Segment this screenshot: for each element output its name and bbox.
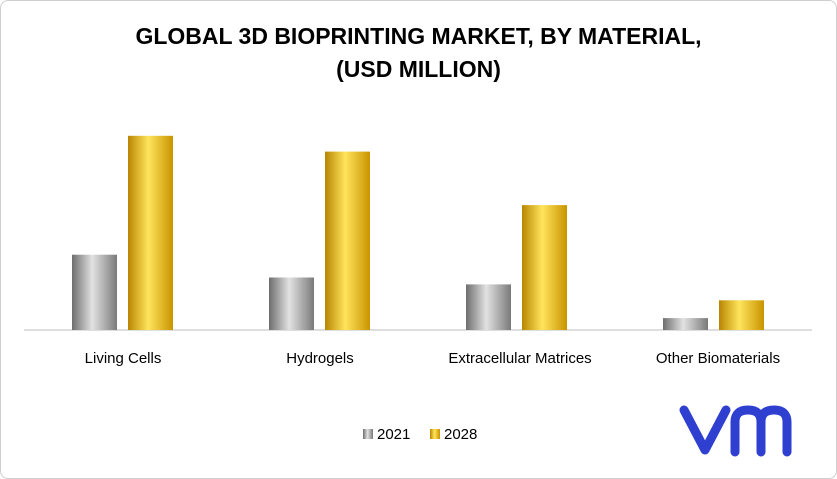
category-label-extracellular-matrices: Extracellular Matrices [448,350,591,367]
legend-label-2028: 2028 [444,426,477,443]
bar-living-cells-2021 [72,254,117,330]
chart-title-line-1: GLOBAL 3D BIOPRINTING MARKET, BY MATERIA… [135,23,702,49]
legend-swatch-2028 [430,429,440,439]
logo-v-shape [679,405,731,455]
bar-living-cells-2028 [128,135,173,330]
logo-m-shape [730,405,792,457]
bar-hydrogels-2021 [269,277,314,330]
category-label-hydrogels: Hydrogels [286,350,354,367]
bar-extracellular-matrices-2028 [522,205,567,330]
category-label-living-cells: Living Cells [85,350,162,367]
bar-extracellular-matrices-2021 [466,284,511,330]
chart-title-line-2: (USD MILLION) [336,56,501,82]
category-label-other-biomaterials: Other Biomaterials [656,350,780,367]
legend: 2021 2028 [363,426,477,443]
legend-label-2021: 2021 [377,426,410,443]
bar-hydrogels-2028 [325,151,370,330]
bars-group [72,135,764,330]
legend-swatch-2021 [363,429,373,439]
chart-title: GLOBAL 3D BIOPRINTING MARKET, BY MATERIA… [0,20,837,86]
vmr-logo [679,405,792,457]
bar-other-biomaterials-2028 [719,300,764,330]
bar-other-biomaterials-2021 [663,318,708,330]
